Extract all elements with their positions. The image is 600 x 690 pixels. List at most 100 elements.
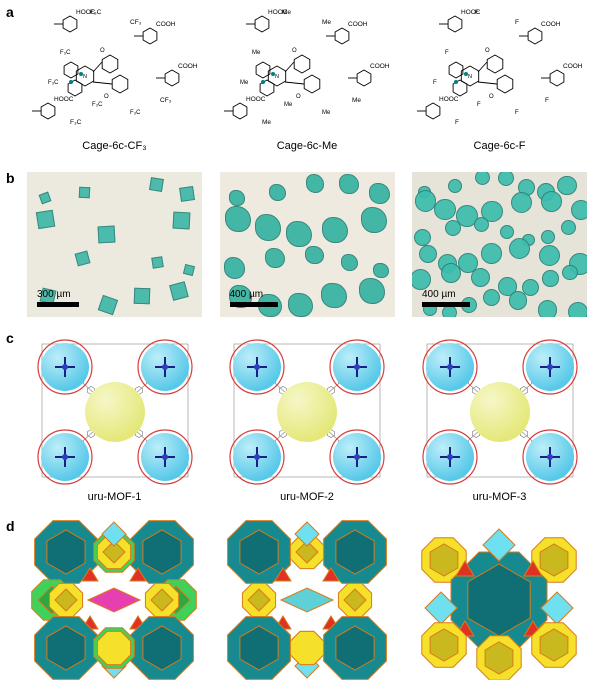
svg-text:F₃C: F₃C [92, 102, 103, 108]
crystal [79, 187, 90, 198]
svg-text:F: F [433, 80, 437, 86]
crystal [568, 302, 587, 317]
crystal [36, 210, 55, 229]
svg-text:F: F [455, 119, 459, 126]
crystal [539, 245, 560, 266]
svg-text:F₃C: F₃C [60, 50, 71, 56]
svg-text:F: F [475, 9, 479, 16]
mof-diagram-2 [415, 332, 585, 487]
polyhedra-2 [412, 520, 587, 680]
mof-diagram-1 [222, 332, 392, 487]
micrograph-2: 400 µm [412, 172, 587, 317]
scale-bar: 400 µm [230, 289, 278, 307]
mof-cell-2: uru-MOF-3 [407, 332, 592, 507]
crystal [288, 293, 313, 317]
crystal [541, 230, 555, 244]
svg-text:F₃C: F₃C [130, 110, 141, 116]
micro-cell-0: 300 µm [22, 172, 207, 322]
svg-text:COOH: COOH [541, 21, 561, 28]
svg-text:F₃C: F₃C [70, 119, 82, 126]
svg-text:Me: Me [282, 9, 291, 16]
chem-structure-1: COOHMeCOOHMeHOOCMeHOOCMeMeMeMeMeOON [222, 6, 392, 136]
svg-text:CF₃: CF₃ [130, 19, 142, 26]
crystal [321, 283, 346, 308]
svg-text:F: F [445, 50, 449, 56]
crystal [509, 291, 527, 309]
svg-text:F: F [545, 97, 549, 104]
crystal [361, 207, 387, 233]
svg-text:HOOC: HOOC [246, 96, 266, 103]
svg-text:Me: Me [262, 119, 271, 126]
svg-text:Me: Me [322, 19, 331, 26]
crystal [229, 190, 244, 205]
crystal [286, 221, 312, 247]
scale-bar-line [37, 302, 79, 307]
crystal [562, 265, 577, 280]
micrograph-1: 400 µm [220, 172, 395, 317]
svg-text:Me: Me [240, 80, 249, 86]
svg-text:O: O [292, 48, 297, 54]
row-a: COOHCF₃COOHCF₃HOOCF₃CHOOCF₃CF₃CF₃CF₃CF₃C… [22, 6, 592, 166]
micrograph-0: 300 µm [27, 172, 202, 317]
crystal [225, 206, 251, 232]
svg-text:F₃C: F₃C [48, 80, 59, 86]
mof-cell-0: uru-MOF-1 [22, 332, 207, 507]
crystal [419, 245, 437, 263]
crystal [265, 248, 285, 268]
crystal [475, 172, 490, 185]
row-b: 300 µm 400 µm 400 µm [22, 172, 592, 322]
mof-caption-0: uru-MOF-1 [88, 491, 142, 503]
chem-structure-2: COOHFCOOHFHOOCFHOOCFFFFFOON [415, 6, 585, 136]
svg-text:COOH: COOH [370, 63, 390, 70]
crystal [498, 172, 514, 186]
panel-label-d: d [6, 518, 15, 534]
crystal [542, 270, 558, 286]
crystal [98, 225, 116, 243]
svg-text:F: F [477, 102, 481, 108]
crystal [511, 192, 532, 213]
crystal [414, 229, 431, 246]
svg-text:F: F [515, 110, 519, 116]
crystal [359, 278, 385, 304]
crystal [571, 200, 587, 220]
crystal [224, 257, 245, 278]
panel-label-b: b [6, 170, 15, 186]
crystal [98, 295, 118, 315]
crystal [448, 179, 462, 193]
chem-cell-2: COOHFCOOHFHOOCFHOOCFFFFFOON Cage-6c-F [407, 6, 592, 166]
crystal [305, 246, 324, 265]
crystal [369, 183, 390, 204]
svg-text:Me: Me [322, 110, 331, 116]
chem-caption-1: Cage-6c-Me [277, 140, 338, 152]
micro-cell-2: 400 µm [407, 172, 592, 322]
chem-cell-1: COOHMeCOOHMeHOOCMeHOOCMeMeMeMeMeOON Cage… [215, 6, 400, 166]
svg-text:N: N [83, 74, 87, 80]
crystal [557, 176, 576, 195]
chem-cell-0: COOHCF₃COOHCF₃HOOCF₃CHOOCF₃CF₃CF₃CF₃CF₃C… [22, 6, 207, 166]
crystal [445, 220, 461, 236]
scale-bar-line [422, 302, 470, 307]
scale-bar: 400 µm [422, 289, 470, 307]
crystal [474, 217, 489, 232]
svg-text:COOH: COOH [348, 21, 368, 28]
crystal [339, 174, 359, 194]
svg-text:O: O [104, 94, 109, 100]
svg-text:F: F [515, 19, 519, 26]
crystal [561, 220, 576, 235]
scale-bar-line [230, 302, 278, 307]
crystal [179, 186, 194, 201]
scale-label: 400 µm [230, 289, 264, 300]
svg-text:Me: Me [252, 50, 261, 56]
panel-label-c: c [6, 330, 14, 346]
crystal [75, 251, 91, 267]
mof-diagram-0 [30, 332, 200, 487]
svg-text:N: N [468, 74, 472, 80]
crystal [341, 254, 358, 271]
svg-text:O: O [489, 94, 494, 100]
svg-text:O: O [100, 48, 105, 54]
crystal [255, 214, 281, 240]
polyhedra-1 [220, 520, 395, 680]
crystal [471, 268, 490, 287]
crystal [412, 269, 431, 290]
svg-text:O: O [296, 94, 301, 100]
